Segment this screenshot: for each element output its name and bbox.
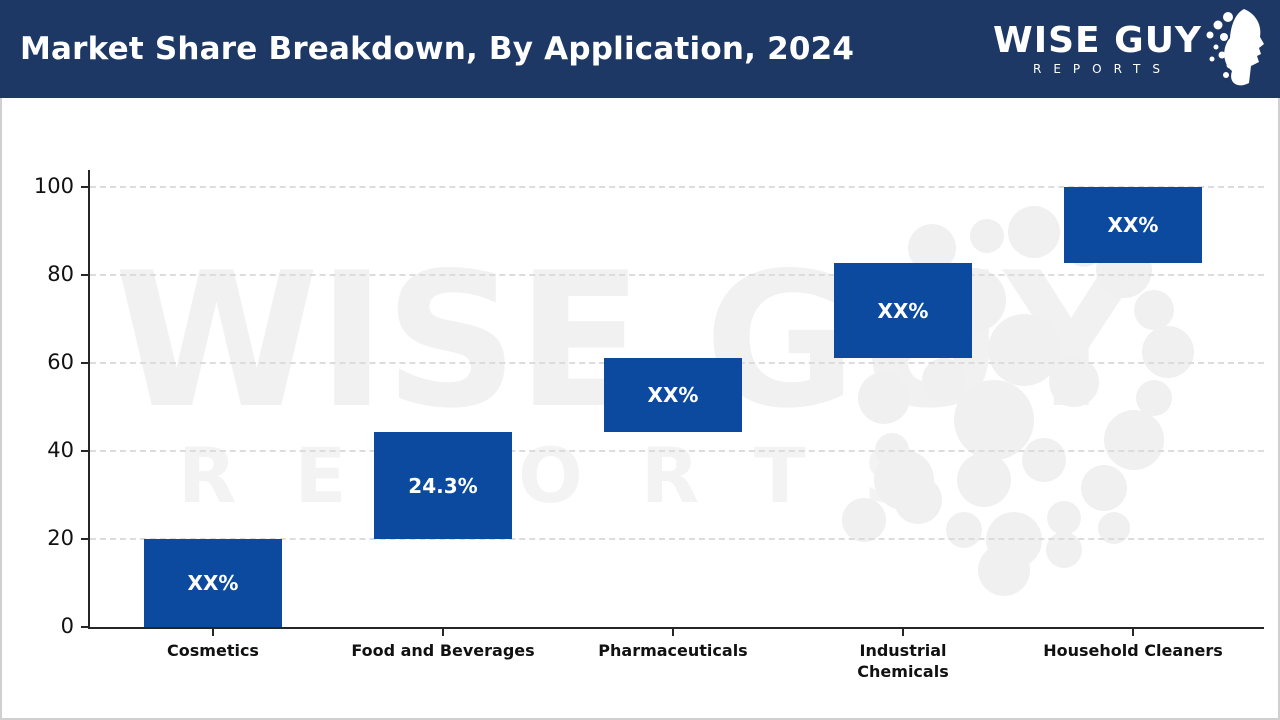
y-axis-tick-label: 60 [47, 350, 74, 374]
bar-pharmaceuticals: XX% [604, 358, 742, 433]
bar-label-household-cleaners: XX% [1107, 213, 1159, 238]
logo-wordmark: WISE GUY [992, 19, 1202, 61]
y-axis-tick [81, 274, 88, 276]
y-axis-tick [81, 450, 88, 452]
y-axis-tick [81, 626, 88, 628]
y-axis-tick-label: 100 [33, 174, 74, 198]
bar-food-and-beverages: 24.3% [374, 432, 512, 539]
logo-subtitle: REPORTS [1032, 61, 1172, 76]
x-axis-tick-label-industrial-chemicals: Industrial Chemicals [857, 641, 949, 681]
logo-text: WISE GUY REPORTS [992, 19, 1202, 76]
x-axis-tick-label-pharmaceuticals: Pharmaceuticals [598, 641, 748, 660]
x-axis-tick [442, 629, 444, 636]
gridline-y-40 [90, 450, 1264, 452]
plot-area: 0 20 40 60 80 100 XX% Cosmetics 24.3% Food and Be… [2, 98, 1278, 718]
bar-label-cosmetics: XX% [187, 571, 239, 595]
header: Market Share Breakdown, By Application, … [0, 0, 1280, 98]
y-axis-tick [81, 186, 88, 188]
x-axis-tick-label-cosmetics: Cosmetics [167, 641, 259, 660]
y-axis-tick-label: 0 [60, 614, 74, 638]
bar-cosmetics: XX% [144, 539, 282, 627]
bar-label-food-and-beverages: 24.3% [408, 473, 478, 498]
y-axis-tick-label: 80 [47, 262, 74, 286]
bar-label-industrial-chemicals: XX% [877, 298, 929, 323]
bar-household-cleaners: XX% [1064, 187, 1202, 264]
gridline-y-20 [90, 538, 1264, 540]
y-axis-tick-label: 20 [47, 526, 74, 550]
x-axis-tick [1132, 629, 1134, 636]
wiseguy-logo: WISE GUY REPORTS [993, 7, 1266, 91]
y-axis-tick [81, 538, 88, 540]
x-axis-tick-label-food-and-beverages: Food and Beverages [351, 641, 535, 660]
gridline-y-80 [90, 274, 1264, 276]
x-axis-tick [902, 629, 904, 636]
x-axis-tick [672, 629, 674, 636]
chart-area: WISE GUY REPORTS 0 20 40 60 80 100 XX% Cosmetic… [0, 98, 1280, 720]
y-axis-line [88, 170, 90, 629]
y-axis-tick-label: 40 [47, 438, 74, 462]
gridline-y-100 [90, 186, 1264, 188]
x-axis-tick-label-household-cleaners: Household Cleaners [1043, 641, 1223, 660]
chart-title: Market Share Breakdown, By Application, … [20, 31, 855, 67]
y-axis-tick [81, 362, 88, 364]
bar-industrial-chemicals: XX% [834, 263, 972, 359]
bar-label-pharmaceuticals: XX% [647, 383, 699, 408]
logo-head-icon [1206, 9, 1264, 86]
x-axis-line [90, 627, 1264, 629]
x-axis-tick [212, 629, 214, 636]
